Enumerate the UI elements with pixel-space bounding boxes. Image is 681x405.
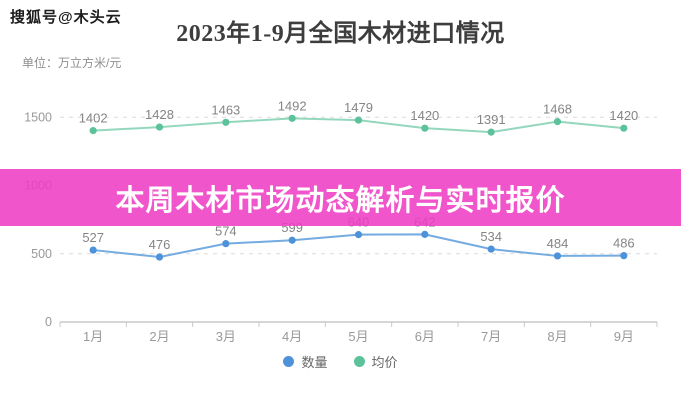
data-point-数量-2[interactable] xyxy=(155,253,164,261)
quantity-legend-label: 数量 xyxy=(301,355,328,370)
data-point-均价-4[interactable] xyxy=(288,114,296,122)
price-legend-label: 均价 xyxy=(371,355,398,370)
x-tick-label-4: 4月 xyxy=(282,329,302,344)
data-point-均价-2[interactable] xyxy=(155,123,164,131)
x-tick-label-2: 2月 xyxy=(149,329,169,344)
data-label-数量-7: 534 xyxy=(480,229,502,244)
data-label-数量-9: 486 xyxy=(613,236,635,251)
data-label-均价-6: 1420 xyxy=(410,108,439,123)
chart-title: 2023年1-9月全国木材进口情况 xyxy=(176,21,505,47)
data-label-数量-3: 574 xyxy=(215,224,237,239)
data-label-数量-1: 527 xyxy=(82,230,104,245)
chart-legend: 数量 均价 xyxy=(0,352,681,371)
data-point-均价-9[interactable] xyxy=(620,124,628,132)
x-tick-label-1: 1月 xyxy=(83,329,103,344)
data-point-数量-4[interactable] xyxy=(288,236,296,244)
x-tick-label-5: 5月 xyxy=(348,329,368,344)
data-point-数量-9[interactable] xyxy=(620,252,628,260)
legend-item-quantity[interactable]: 数量 xyxy=(283,352,328,371)
data-label-均价-2: 1428 xyxy=(145,107,174,122)
data-label-均价-3: 1463 xyxy=(211,102,240,117)
data-point-数量-8[interactable] xyxy=(553,252,562,260)
sohu-watermark: 搜狐号@木头云 xyxy=(10,9,122,26)
data-point-均价-7[interactable] xyxy=(487,128,495,136)
y-tick-label-0: 0 xyxy=(45,315,52,329)
data-label-均价-4: 1492 xyxy=(278,98,307,113)
x-tick-label-3: 3月 xyxy=(216,329,236,344)
data-point-数量-7[interactable] xyxy=(487,245,495,253)
data-point-数量-3[interactable] xyxy=(222,240,230,248)
x-tick-label-8: 8月 xyxy=(547,329,567,344)
x-tick-label-6: 6月 xyxy=(415,329,435,344)
data-label-数量-8: 484 xyxy=(547,236,569,251)
unit-label: 单位：万立方米/元 xyxy=(22,56,122,70)
quantity-legend-dot-icon xyxy=(283,356,295,367)
data-point-数量-1[interactable] xyxy=(89,246,97,254)
promo-banner-text: 本周木材市场动态解析与实时报价 xyxy=(115,184,566,217)
data-label-均价-8: 1468 xyxy=(543,102,572,117)
y-tick-label-500: 500 xyxy=(31,247,52,261)
data-label-均价-5: 1479 xyxy=(344,100,373,115)
price-legend-dot-icon xyxy=(353,356,365,367)
x-tick-label-7: 7月 xyxy=(481,329,501,344)
data-point-均价-5[interactable] xyxy=(354,116,363,124)
legend-item-price[interactable]: 均价 xyxy=(353,352,398,371)
y-tick-label-1500: 1500 xyxy=(24,110,52,124)
data-label-均价-9: 1420 xyxy=(609,108,638,123)
data-point-数量-6[interactable] xyxy=(421,230,429,238)
data-point-数量-5[interactable] xyxy=(354,231,363,239)
x-tick-label-9: 9月 xyxy=(614,329,634,344)
promo-banner: 本周木材市场动态解析与实时报价 xyxy=(0,169,681,226)
data-point-均价-1[interactable] xyxy=(89,127,97,135)
data-point-均价-3[interactable] xyxy=(222,118,230,126)
data-point-均价-6[interactable] xyxy=(421,124,429,132)
data-label-均价-7: 1391 xyxy=(477,112,506,127)
data-label-均价-1: 1402 xyxy=(79,111,108,126)
data-label-数量-2: 476 xyxy=(149,237,171,252)
data-point-均价-8[interactable] xyxy=(553,118,562,126)
